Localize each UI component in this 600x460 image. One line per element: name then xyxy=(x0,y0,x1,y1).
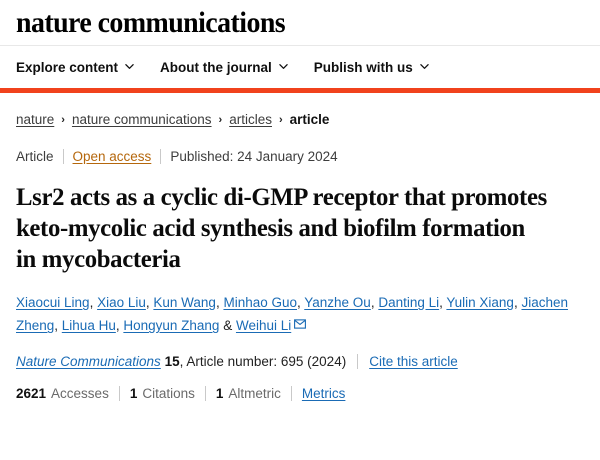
breadcrumb-separator-icon: › xyxy=(278,113,283,126)
nav-item-publish-with-us[interactable]: Publish with us xyxy=(314,60,429,75)
author-link[interactable]: Xiao Liu xyxy=(97,295,146,310)
author-ampersand: & xyxy=(219,318,236,333)
author-link[interactable]: Xiaocui Ling xyxy=(16,295,90,310)
article-type-label: Article xyxy=(16,149,54,164)
corresponding-author-link[interactable]: Weihui Li xyxy=(235,318,292,333)
envelope-icon[interactable] xyxy=(294,319,307,329)
chevron-down-icon xyxy=(125,62,134,71)
nav-item-about-the-journal[interactable]: About the journal xyxy=(160,60,288,75)
metric-count: 2621 xyxy=(16,386,47,401)
cite-this-article-link[interactable]: Cite this article xyxy=(369,354,458,369)
author-separator: , xyxy=(370,295,379,310)
metrics-link[interactable]: Metrics xyxy=(301,386,346,401)
journal-name-link[interactable]: Nature Communications xyxy=(16,354,161,369)
brand-accent-bar xyxy=(0,88,600,93)
open-access-link[interactable]: Open access xyxy=(72,149,152,164)
article-header: nature › nature communications › article… xyxy=(0,112,600,401)
author-link[interactable]: Danting Li xyxy=(378,295,440,310)
metric-label: Accesses xyxy=(51,386,109,401)
author-separator: , xyxy=(89,295,98,310)
article-metrics: 2621 Accesses 1 Citations 1 Altmetric Me… xyxy=(16,386,584,401)
article-number: , Article number: 695 (2024) xyxy=(179,354,347,369)
journal-citation: Nature Communications 15 , Article numbe… xyxy=(16,354,584,369)
breadcrumb-separator-icon: › xyxy=(218,113,223,126)
author-link[interactable]: Lihua Hu xyxy=(61,318,116,333)
author-link[interactable]: Yulin Xiang xyxy=(446,295,514,310)
journal-volume: 15 xyxy=(164,354,180,369)
author-link[interactable]: Yanzhe Ou xyxy=(304,295,371,310)
author-link[interactable]: Kun Wang xyxy=(153,295,216,310)
global-navigation: Explore content About the journal Publis… xyxy=(0,46,600,88)
metric-citations: 1 Citations xyxy=(130,386,195,401)
metric-altmetric: 1 Altmetric xyxy=(216,386,281,401)
author-separator: , xyxy=(513,295,522,310)
author-link[interactable]: Jiachen Zheng xyxy=(16,295,569,333)
meta-divider xyxy=(62,149,64,164)
metric-label: Altmetric xyxy=(228,386,281,401)
breadcrumb-separator-icon: › xyxy=(61,113,65,126)
citation-divider xyxy=(357,354,359,369)
author-separator: , xyxy=(54,318,62,333)
nav-item-label: About the journal xyxy=(160,59,272,75)
metric-divider xyxy=(204,386,206,401)
breadcrumb-current-page: article xyxy=(289,112,330,127)
metric-divider xyxy=(290,386,292,401)
page-title: Lsr2 acts as a cyclic di-GMP receptor th… xyxy=(16,182,547,273)
published-date: Published: 24 January 2024 xyxy=(170,149,338,164)
site-masthead: nature communications xyxy=(0,0,600,46)
author-link[interactable]: Minhao Guo xyxy=(223,295,297,310)
author-separator: , xyxy=(439,295,447,310)
author-separator: , xyxy=(215,295,224,310)
breadcrumb-item-articles[interactable]: articles xyxy=(229,112,272,127)
metric-accesses: 2621 Accesses xyxy=(16,386,109,401)
chevron-down-icon xyxy=(420,62,429,71)
author-list: Xiaocui Ling, Xiao Liu, Kun Wang, Minhao… xyxy=(16,291,584,337)
author-separator: , xyxy=(115,318,124,333)
author-link[interactable]: Hongyun Zhang xyxy=(123,318,220,333)
article-meta-line: Article Open access Published: 24 Januar… xyxy=(16,149,584,164)
author-separator: , xyxy=(297,295,305,310)
breadcrumb: nature › nature communications › article… xyxy=(16,112,584,127)
nav-item-explore-content[interactable]: Explore content xyxy=(16,60,134,75)
metric-divider xyxy=(118,386,120,401)
nav-item-label: Explore content xyxy=(16,59,119,75)
metric-count: 1 xyxy=(129,386,138,401)
metric-label: Citations xyxy=(142,386,195,401)
metric-count: 1 xyxy=(215,386,224,401)
meta-divider xyxy=(160,149,162,164)
breadcrumb-item-nature-communications[interactable]: nature communications xyxy=(71,112,212,127)
breadcrumb-item-nature[interactable]: nature xyxy=(16,112,55,127)
author-separator: , xyxy=(145,295,154,310)
nature-communications-logo[interactable]: nature communications xyxy=(16,5,286,39)
nav-item-label: Publish with us xyxy=(313,59,413,75)
chevron-down-icon xyxy=(279,62,288,71)
